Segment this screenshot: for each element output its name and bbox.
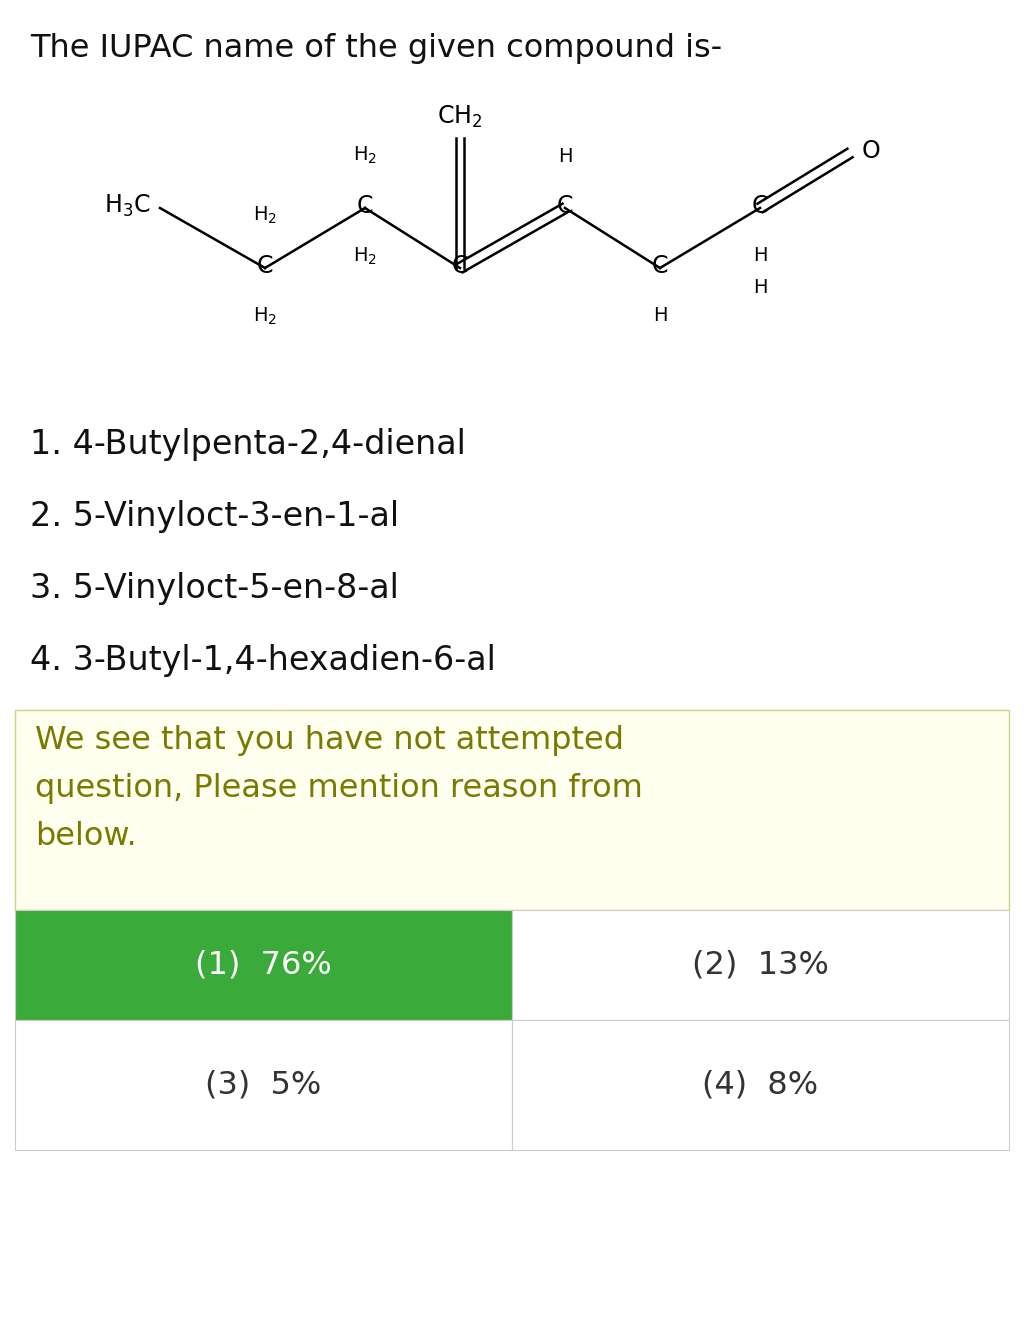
Text: C: C (452, 254, 468, 278)
Text: 3. 5-Vinyloct-5-en-8-al: 3. 5-Vinyloct-5-en-8-al (30, 572, 399, 606)
Text: CH$_2$: CH$_2$ (437, 104, 482, 130)
Bar (512, 910, 1009, 1020)
Text: C: C (752, 194, 768, 218)
Bar (15, 1020, 512, 1150)
Text: (2)  13%: (2) 13% (692, 950, 829, 980)
Text: We see that you have not attempted
question, Please mention reason from
below.: We see that you have not attempted quest… (35, 725, 643, 851)
Text: C: C (557, 194, 573, 218)
Text: C: C (257, 254, 273, 278)
Text: H$_2$: H$_2$ (353, 145, 377, 166)
Text: 2. 5-Vinyloct-3-en-1-al: 2. 5-Vinyloct-3-en-1-al (30, 501, 399, 533)
Text: 4. 3-Butyl-1,4-hexadien-6-al: 4. 3-Butyl-1,4-hexadien-6-al (30, 644, 496, 677)
Text: H: H (558, 147, 572, 166)
Text: C: C (356, 194, 374, 218)
Text: H: H (753, 246, 767, 266)
Bar (512, 1020, 1009, 1150)
Text: (1)  76%: (1) 76% (196, 950, 332, 980)
Text: (3)  5%: (3) 5% (206, 1069, 322, 1101)
Text: 1. 4-Butylpenta-2,4-dienal: 1. 4-Butylpenta-2,4-dienal (30, 428, 466, 461)
Text: O: O (862, 139, 881, 163)
Bar (15, 910, 512, 1020)
Bar (15, 710, 1009, 910)
Text: H: H (753, 278, 767, 297)
Text: H$_2$: H$_2$ (253, 305, 278, 327)
Text: H$_2$: H$_2$ (353, 246, 377, 267)
Text: (4)  8%: (4) 8% (702, 1069, 818, 1101)
Text: H$_3$C: H$_3$C (103, 193, 150, 219)
Text: H$_2$: H$_2$ (253, 205, 278, 226)
Text: C: C (651, 254, 669, 278)
Text: H: H (652, 305, 668, 325)
Text: The IUPAC name of the given compound is-: The IUPAC name of the given compound is- (30, 33, 722, 64)
